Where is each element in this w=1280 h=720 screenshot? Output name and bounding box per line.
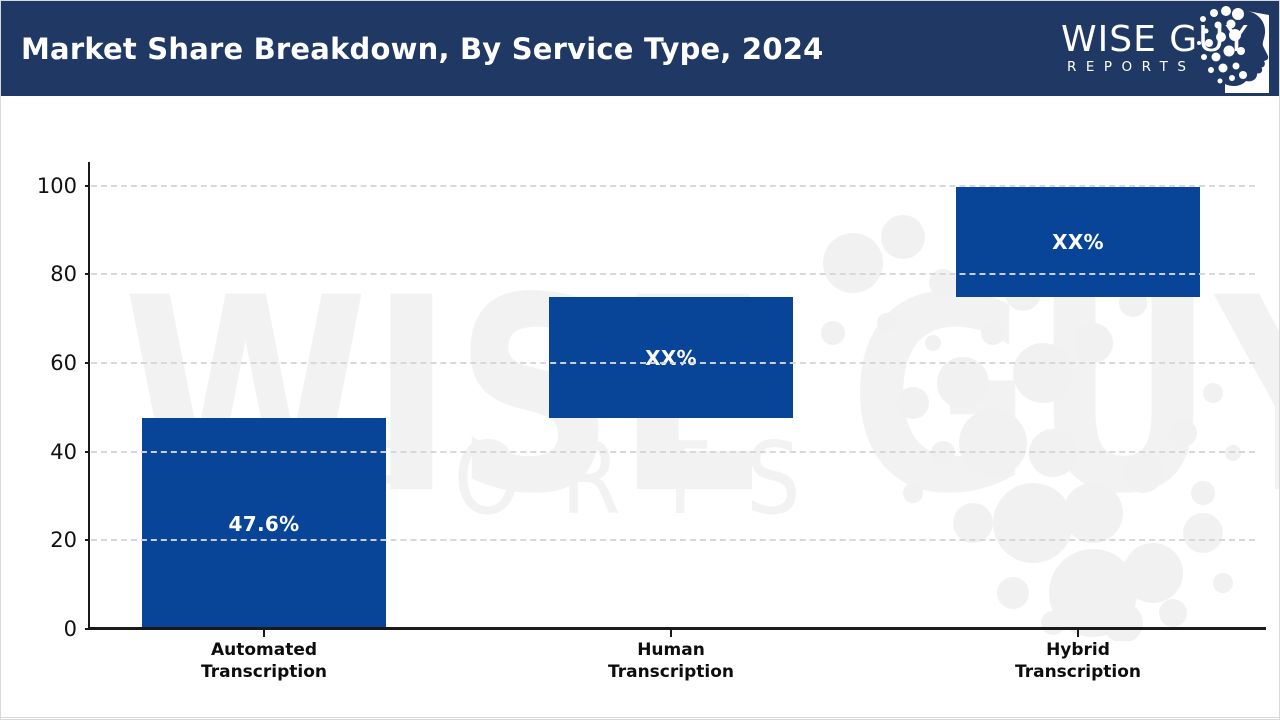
y-tick-label: 0 (63, 617, 77, 641)
gridline-100 (91, 185, 1255, 187)
logo-head-icon (1197, 6, 1269, 93)
page-title: Market Share Breakdown, By Service Type,… (21, 31, 824, 66)
gridline-20 (91, 539, 1255, 541)
x-axis-spine (88, 627, 1266, 630)
x-label-human: Human Transcription (608, 640, 734, 682)
y-tick (85, 628, 90, 630)
y-tick (85, 362, 90, 364)
bar-automated-transcription[interactable]: 47.6% (142, 418, 386, 629)
bar-hybrid-transcription[interactable]: XX% (956, 187, 1200, 297)
y-tick (85, 539, 90, 541)
y-tick-label: 40 (50, 440, 77, 464)
wise-guy-reports-logo: WISE GUY REPORTS (1021, 1, 1271, 96)
x-tick (263, 630, 265, 637)
header-band: Market Share Breakdown, By Service Type,… (1, 1, 1279, 96)
y-tick (85, 451, 90, 453)
y-tick-label: 20 (50, 528, 77, 552)
y-axis-spine (88, 162, 90, 629)
bar-value-label: XX% (1052, 230, 1104, 254)
gridline-80 (91, 273, 1255, 275)
bottom-border-line (1, 717, 1279, 718)
gridline-40 (91, 451, 1255, 453)
y-tick-label: 60 (50, 351, 77, 375)
x-label-automated: Automated Transcription (201, 640, 327, 682)
logo-reports-text: REPORTS (1067, 59, 1196, 75)
x-tick (670, 630, 672, 637)
y-tick-label: 80 (50, 262, 77, 286)
y-tick-label: 100 (36, 174, 77, 198)
y-tick (85, 185, 90, 187)
x-label-hybrid: Hybrid Transcription (1015, 640, 1141, 682)
bar-value-label: 47.6% (228, 511, 300, 536)
x-tick (1077, 630, 1079, 637)
bar-human-transcription[interactable]: XX% (549, 297, 793, 418)
bar-value-label: XX% (645, 345, 697, 370)
gridline-60 (91, 362, 1255, 364)
y-tick (85, 273, 90, 275)
